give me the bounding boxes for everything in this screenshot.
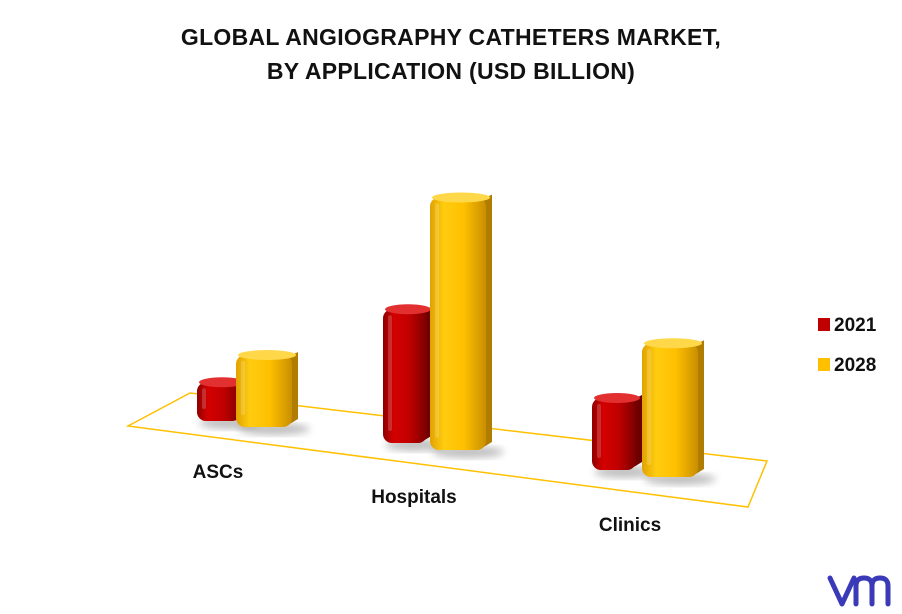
- bar-2028-Clinics: [642, 343, 698, 477]
- chart-floor: [125, 392, 769, 508]
- chart-title: GLOBAL ANGIOGRAPHY CATHETERS MARKET, BY …: [0, 20, 902, 88]
- bar-top-2028-Clinics: [644, 338, 702, 349]
- bar-2021-Clinics: [592, 398, 636, 470]
- bar-top-2021-Hospitals: [385, 304, 431, 315]
- legend-label-2028: 2028: [834, 355, 876, 376]
- bars-group: [197, 192, 716, 485]
- legend: 2021 2028: [818, 315, 877, 376]
- chart-title-line-2: BY APPLICATION (USD BILLION): [266, 58, 636, 84]
- category-label-ascs: ASCs: [193, 462, 244, 483]
- bar-highlight: [597, 404, 601, 458]
- bar-highlight: [435, 203, 439, 438]
- legend-swatch-2028: [818, 358, 830, 371]
- category-labels: ASCs Hospitals Clinics: [193, 462, 662, 536]
- legend-swatch-2021: [818, 318, 830, 331]
- bar-2021-ASCs: [197, 382, 241, 421]
- legend-label-2021: 2021: [834, 315, 877, 336]
- bar-2021-Hospitals: [383, 309, 427, 443]
- bar-highlight: [202, 388, 206, 409]
- category-label-clinics: Clinics: [599, 515, 661, 536]
- bar-highlight: [388, 315, 392, 431]
- chart-title-line-1: GLOBAL ANGIOGRAPHY CATHETERS MARKET,: [180, 24, 722, 50]
- bar-2028-Hospitals: [430, 197, 486, 450]
- category-label-hospitals: Hospitals: [371, 487, 457, 508]
- bar-top-2028-ASCs: [238, 350, 296, 360]
- vmr-logo-icon: [827, 575, 891, 607]
- bar-top-2021-ASCs: [199, 377, 245, 388]
- bar-2028-ASCs: [236, 355, 292, 427]
- bar-highlight: [647, 349, 651, 465]
- bar-top-2021-Clinics: [594, 393, 640, 403]
- bar-top-2028-Hospitals: [432, 192, 490, 203]
- bar-highlight: [241, 361, 245, 415]
